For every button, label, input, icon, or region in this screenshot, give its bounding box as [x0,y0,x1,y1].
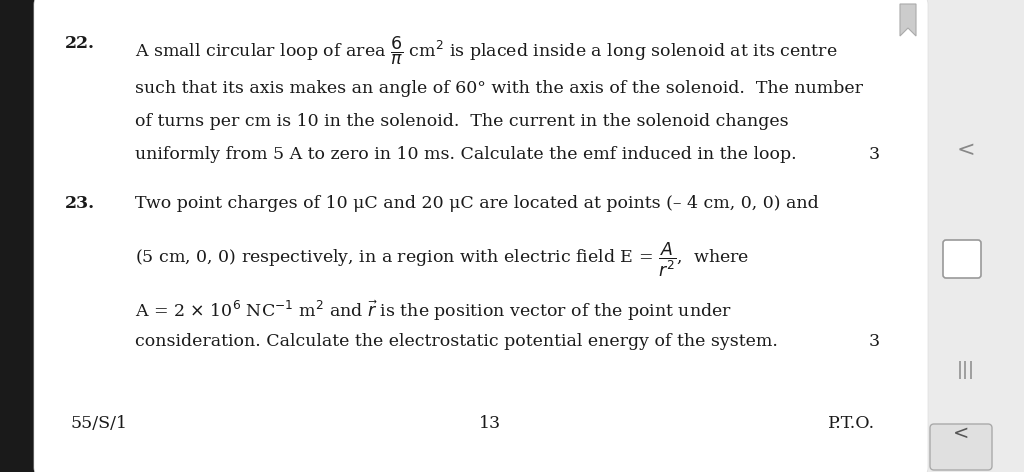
Text: 13: 13 [479,415,501,432]
Polygon shape [0,0,42,472]
Text: |||: ||| [957,361,975,379]
FancyBboxPatch shape [943,240,981,278]
Text: of turns per cm is 10 in the solenoid.  The current in the solenoid changes: of turns per cm is 10 in the solenoid. T… [135,113,788,130]
Text: such that its axis makes an angle of 60° with the axis of the solenoid.  The num: such that its axis makes an angle of 60°… [135,80,863,97]
Text: A small circular loop of area $\dfrac{6}{\pi}$ cm$^2$ is placed inside a long so: A small circular loop of area $\dfrac{6}… [135,35,838,67]
Text: A = 2 $\times$ 10$^{6}$ NC$^{-1}$ m$^{2}$ and $\vec{r}$ is the position vector o: A = 2 $\times$ 10$^{6}$ NC$^{-1}$ m$^{2}… [135,298,732,322]
Text: consideration. Calculate the electrostatic potential energy of the system.: consideration. Calculate the electrostat… [135,333,778,350]
Polygon shape [920,0,1024,472]
Text: Two point charges of 10 μC and 20 μC are located at points (– 4 cm, 0, 0) and: Two point charges of 10 μC and 20 μC are… [135,195,819,212]
Text: 3: 3 [869,333,880,350]
Text: 23.: 23. [65,195,95,212]
Text: 55/S/1: 55/S/1 [70,415,127,432]
Text: P.T.O.: P.T.O. [827,415,874,432]
Text: 22.: 22. [65,35,95,52]
Text: (5 cm, 0, 0) respectively, in a region with electric field E = $\dfrac{A}{r^2}$,: (5 cm, 0, 0) respectively, in a region w… [135,240,750,278]
Text: 3: 3 [869,146,880,163]
FancyBboxPatch shape [34,0,928,472]
Text: <: < [956,140,975,160]
Polygon shape [900,4,916,36]
FancyBboxPatch shape [930,424,992,470]
Text: <: < [952,423,969,443]
Text: uniformly from 5 A to zero in 10 ms. Calculate the emf induced in the loop.: uniformly from 5 A to zero in 10 ms. Cal… [135,146,797,163]
